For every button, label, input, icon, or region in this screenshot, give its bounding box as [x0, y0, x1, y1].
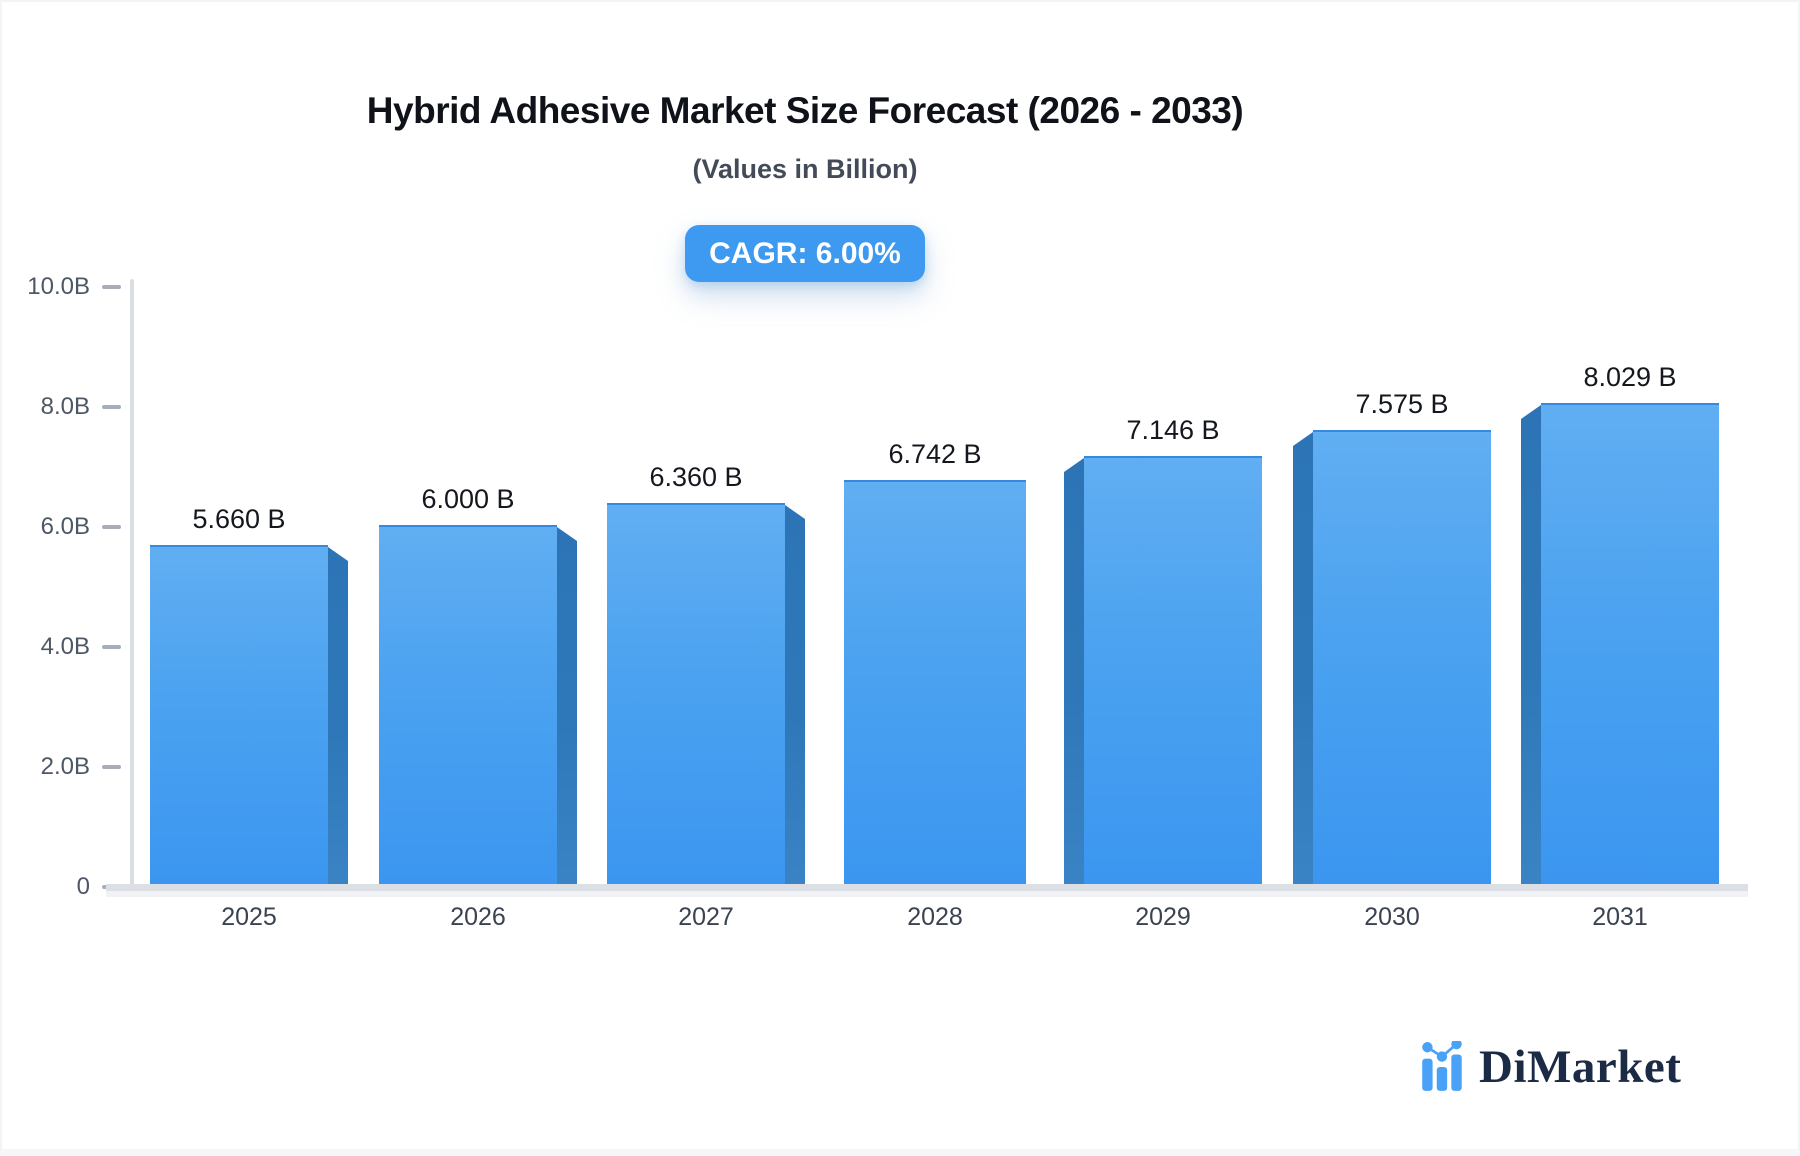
dimarket-chart-logo-icon — [1422, 1041, 1462, 1091]
bar-value-label: 7.146 B — [1126, 415, 1220, 445]
y-tick-label: 2.0B — [40, 753, 90, 780]
bar-face — [379, 525, 557, 887]
x-axis-label: 2028 — [907, 903, 963, 931]
bar-face — [1084, 456, 1262, 887]
cagr-badge: CAGR: 6.00% — [685, 225, 925, 282]
y-tick-label: 6.0B — [40, 513, 90, 540]
y-tick-mark — [102, 765, 121, 769]
y-tick-label: 8.0B — [40, 393, 90, 420]
bar-side-panel — [1064, 458, 1084, 887]
bar-face — [150, 545, 328, 887]
x-axis-label: 2030 — [1364, 903, 1420, 931]
bar-value-label: 7.575 B — [1355, 389, 1449, 419]
brand-name: DiMarket — [1479, 1041, 1682, 1093]
chart-title: Hybrid Adhesive Market Size Forecast (20… — [366, 90, 1244, 131]
bar-group-2027: 6.360 B 2027 — [607, 287, 805, 931]
x-axis-label: 2029 — [1135, 903, 1191, 931]
page-bottom-border — [0, 1149, 1800, 1156]
brand-watermark: DiMarket — [1420, 1038, 1681, 1096]
chart-header: Hybrid Adhesive Market Size Forecast (20… — [0, 90, 1610, 185]
chart-subtitle: (Values in Billion) — [692, 154, 918, 184]
x-axis-label: 2026 — [450, 903, 506, 931]
x-axis-label: 2025 — [221, 903, 277, 931]
y-tick-label: 4.0B — [40, 633, 90, 660]
bar-side-panel — [1521, 405, 1541, 887]
bar-value-label: 8.029 B — [1583, 362, 1677, 392]
x-axis-baseline-shadow — [106, 891, 1748, 897]
plot-bars: 5.660 B 2025 6.000 B 2026 6.360 B 2027 6.742 B… — [130, 287, 1770, 931]
y-tick-label: 10.0B — [27, 273, 90, 300]
bar-group-2026: 6.000 B 2026 — [379, 287, 577, 931]
bar-face — [1313, 430, 1491, 887]
bar-face — [1541, 403, 1719, 887]
y-tick-mark — [102, 525, 121, 529]
bar-side-panel — [785, 505, 805, 887]
bar-group-2028: 6.742 B 2028 — [836, 287, 1034, 931]
bar-value-label: 6.000 B — [421, 484, 515, 514]
bar-value-label: 5.660 B — [192, 504, 286, 534]
y-tick-mark — [102, 645, 121, 649]
x-axis-baseline — [106, 884, 1748, 891]
bar-value-label: 6.360 B — [649, 462, 743, 492]
bar-group-2025: 5.660 B 2025 — [150, 287, 348, 931]
y-tick-label: 0 — [76, 873, 90, 900]
bar-group-2030: 7.575 B 2030 — [1293, 287, 1491, 931]
bar-side-panel — [1293, 432, 1313, 887]
bar-face — [844, 480, 1026, 887]
bar-side-panel — [557, 527, 577, 887]
x-axis-label: 2027 — [678, 903, 734, 931]
y-tick-mark — [102, 285, 121, 289]
bar-value-label: 6.742 B — [888, 439, 982, 469]
y-axis-line — [130, 279, 134, 887]
bar-face — [607, 503, 785, 887]
bar-group-2029: 7.146 B 2029 — [1064, 287, 1262, 931]
bar-side-panel — [328, 547, 348, 887]
y-tick-mark — [102, 405, 121, 409]
x-axis-label: 2031 — [1592, 903, 1648, 931]
cagr-badge-label: CAGR: 6.00% — [709, 236, 901, 270]
bar-group-2031: 8.029 B 2031 — [1521, 287, 1719, 931]
